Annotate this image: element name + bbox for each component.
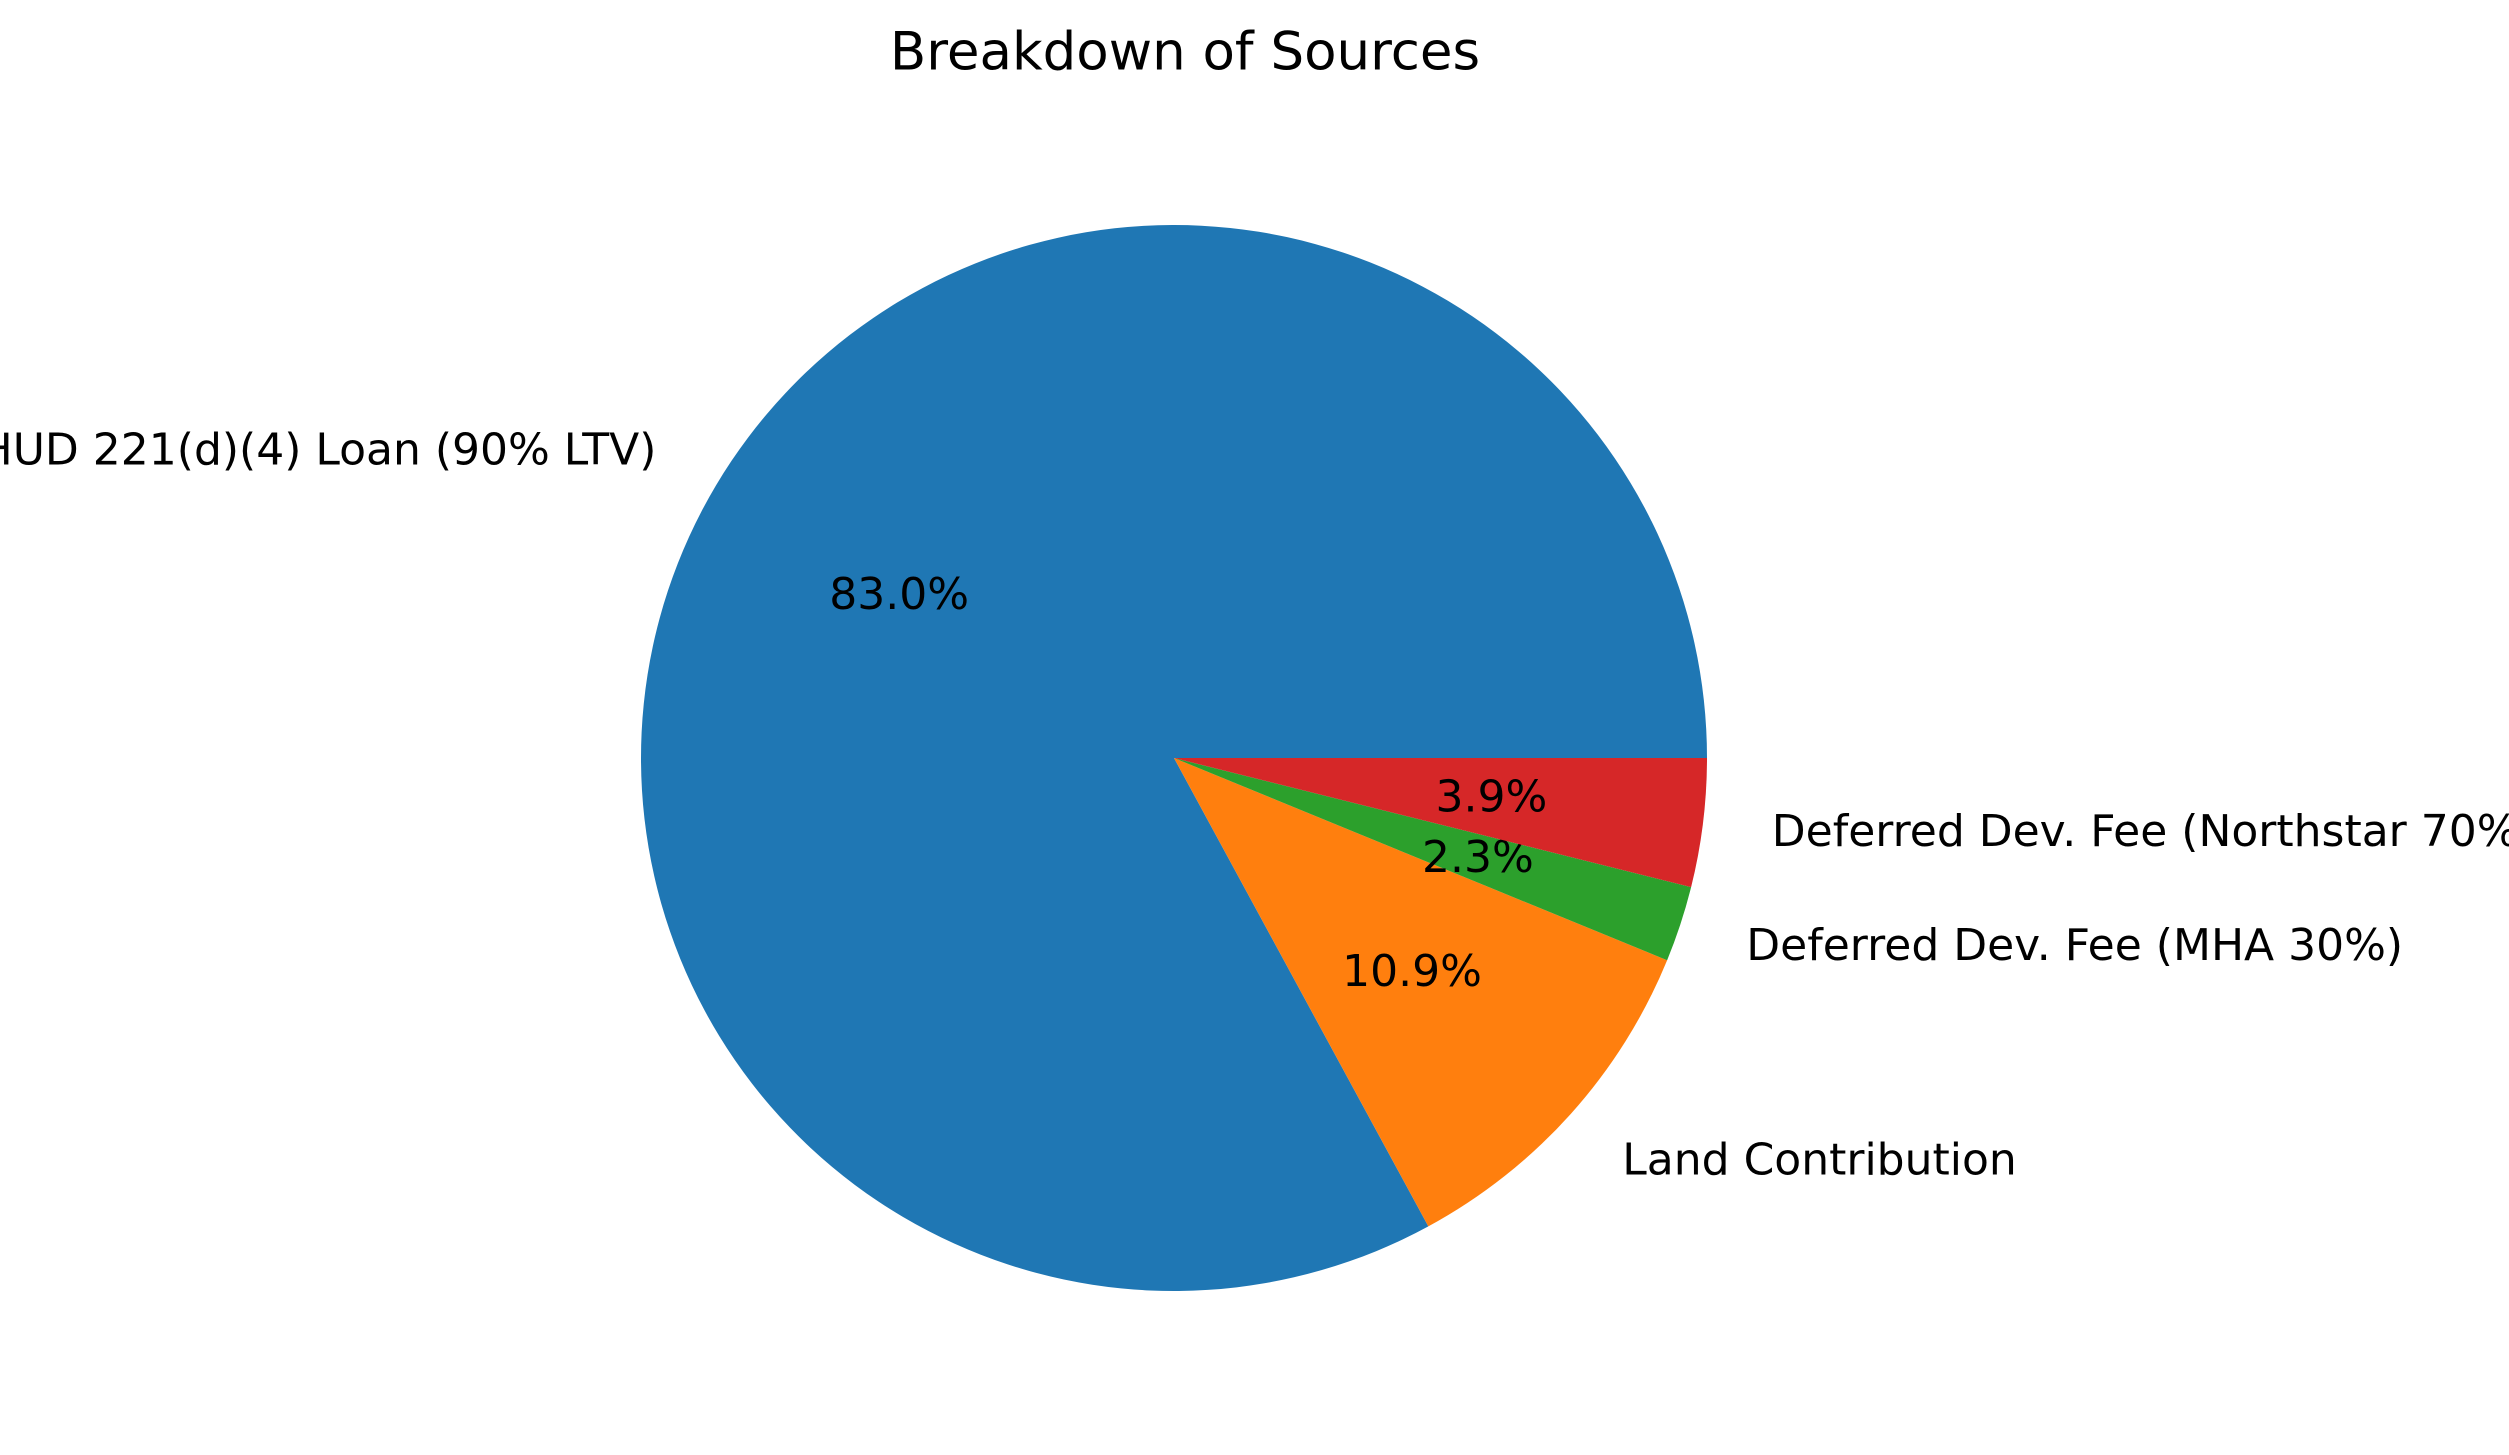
slice-label-hud-221-d-4-loan-90-ltv: HUD 221(d)(4) Loan (90% LTV) [0, 425, 656, 476]
pct-label-deferred-dev-fee-northstar-70: 3.9% [1436, 772, 1548, 823]
pie-slice-land-contribution [1174, 758, 1668, 1227]
pie-slice-deferred-dev-fee-northstar-70 [1174, 758, 1707, 888]
slice-label-deferred-dev-fee-northstar-70: Deferred Dev. Fee (Northstar 70%) [1772, 806, 2509, 857]
pie-slice-hud-221-d-4-loan-90-ltv [641, 224, 1708, 1291]
pct-label-hud-221-d-4-loan-90-ltv: 83.0% [829, 569, 969, 620]
slice-label-land-contribution: Land Contribution [1622, 1135, 2016, 1186]
pie-slice-deferred-dev-fee-mha-30 [1174, 758, 1692, 961]
chart-title: Breakdown of Sources [890, 22, 1480, 83]
slice-label-deferred-dev-fee-mha-30: Deferred Dev. Fee (MHA 30%) [1746, 920, 2403, 971]
pct-label-land-contribution: 10.9% [1342, 946, 1482, 997]
